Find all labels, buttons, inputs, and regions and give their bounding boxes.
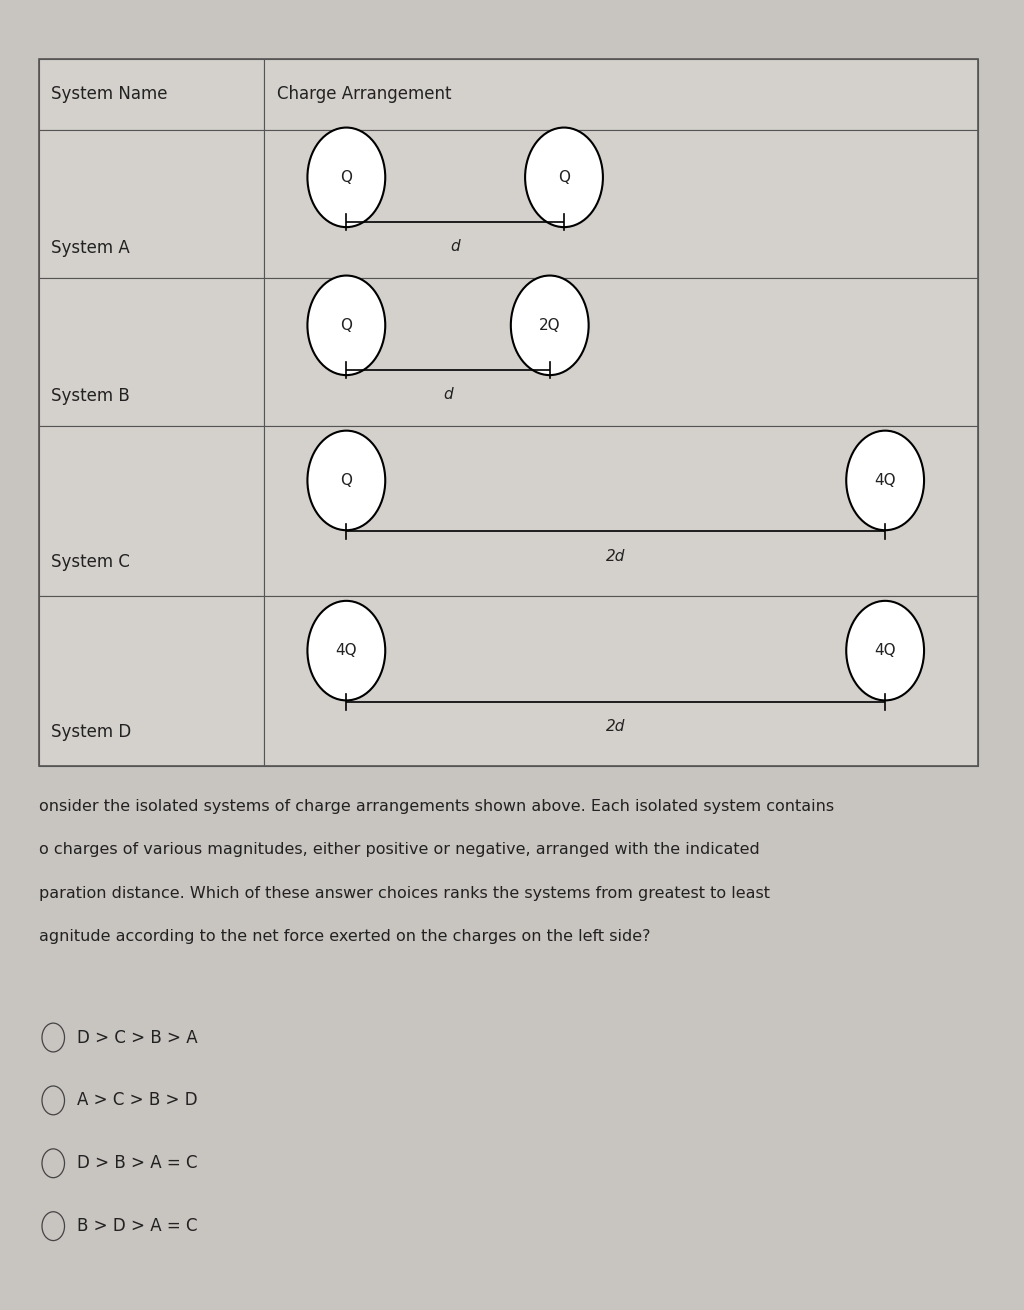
Circle shape: [307, 127, 385, 227]
Text: 2Q: 2Q: [539, 318, 560, 333]
Text: B > D > A = C: B > D > A = C: [77, 1217, 198, 1235]
Text: Q: Q: [558, 170, 570, 185]
Text: System D: System D: [51, 723, 131, 741]
Text: Q: Q: [340, 170, 352, 185]
Text: agnitude according to the net force exerted on the charges on the left side?: agnitude according to the net force exer…: [39, 929, 650, 943]
Bar: [39, 278, 264, 426]
Text: onsider the isolated systems of charge arrangements shown above. Each isolated s: onsider the isolated systems of charge a…: [39, 799, 834, 814]
Text: 4Q: 4Q: [874, 473, 896, 487]
Text: System A: System A: [51, 240, 130, 257]
Circle shape: [307, 601, 385, 701]
Text: d: d: [443, 386, 453, 402]
Bar: [264, 59, 978, 130]
Bar: [264, 596, 978, 766]
Text: d: d: [451, 238, 460, 254]
Circle shape: [307, 275, 385, 375]
Bar: [39, 426, 264, 596]
Text: System Name: System Name: [51, 85, 168, 103]
Circle shape: [846, 431, 924, 531]
Text: A > C > B > D: A > C > B > D: [77, 1091, 198, 1110]
Bar: [39, 59, 264, 130]
Circle shape: [511, 275, 589, 375]
Text: D > C > B > A: D > C > B > A: [77, 1028, 198, 1047]
Bar: [39, 130, 264, 278]
Text: 4Q: 4Q: [874, 643, 896, 658]
Bar: [264, 278, 978, 426]
Bar: [39, 596, 264, 766]
Bar: [264, 426, 978, 596]
Text: Q: Q: [340, 473, 352, 487]
Text: 2d: 2d: [606, 549, 626, 563]
Text: o charges of various magnitudes, either positive or negative, arranged with the : o charges of various magnitudes, either …: [39, 842, 760, 857]
Bar: [264, 130, 978, 278]
Text: System B: System B: [51, 388, 130, 405]
Text: Charge Arrangement: Charge Arrangement: [276, 85, 451, 103]
Circle shape: [307, 431, 385, 531]
Bar: [39, 59, 978, 766]
Text: D > B > A = C: D > B > A = C: [77, 1154, 198, 1172]
Text: System C: System C: [51, 553, 130, 571]
Text: paration distance. Which of these answer choices ranks the systems from greatest: paration distance. Which of these answer…: [39, 886, 770, 900]
Text: Q: Q: [340, 318, 352, 333]
Circle shape: [525, 127, 603, 227]
Text: 2d: 2d: [606, 719, 626, 734]
Text: 4Q: 4Q: [336, 643, 357, 658]
Circle shape: [846, 601, 924, 701]
